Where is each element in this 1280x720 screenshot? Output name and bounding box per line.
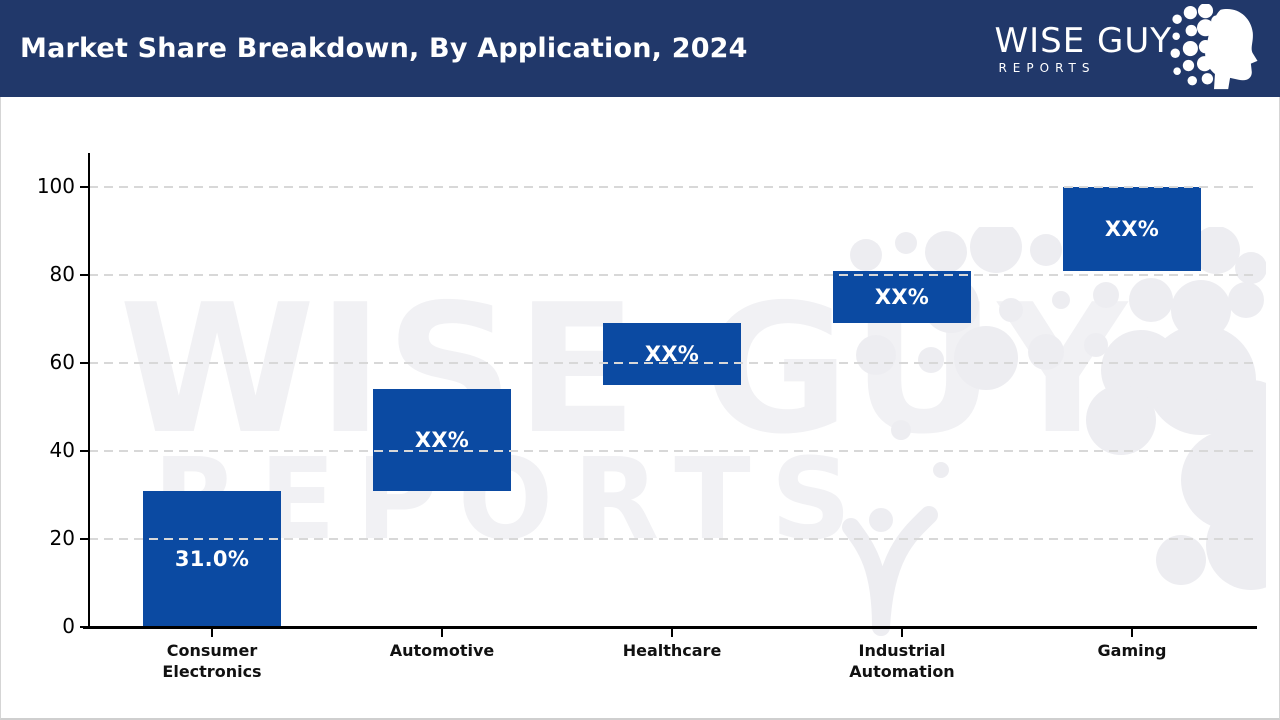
y-tick-40 (80, 450, 89, 452)
y-tick-20 (80, 538, 89, 540)
chart-title: Market Share Breakdown, By Application, … (20, 33, 748, 64)
y-tick-0 (80, 626, 89, 628)
header: Market Share Breakdown, By Application, … (0, 0, 1280, 97)
x-category-label-healthcare: Healthcare (622, 641, 722, 660)
y-tick-80 (80, 274, 89, 276)
y-tick-label-100: 100 (36, 174, 75, 198)
logo-subtitle: REPORTS (998, 60, 1096, 75)
gridline-60 (89, 362, 1257, 364)
bar-industrial-automation (833, 270, 971, 324)
x-category-label-automotive: Automotive (389, 641, 495, 660)
y-tick-label-80: 80 (49, 262, 75, 286)
axis-labels-layer: 0 20 40 60 80 100 Consumer Electronics Automotiv… (1, 97, 1280, 720)
y-axis-line (88, 153, 90, 629)
x-tick-industrial-automation (901, 629, 903, 637)
ticks-layer (1, 97, 1280, 720)
y-tick-label-60: 60 (49, 350, 75, 374)
y-tick-label-0: 0 (62, 614, 75, 638)
plot-area: WISE GUY REPORTS (0, 97, 1280, 720)
bar-consumer-electronics (143, 490, 281, 627)
x-tick-healthcare (671, 629, 673, 637)
bar-value-label-gaming: XX% (1104, 216, 1160, 241)
wise-guy-reports-logo: WISE GUY REPORTS (994, 3, 1266, 94)
dotted-head-icon (1170, 3, 1258, 89)
gridline-80 (89, 274, 1257, 276)
bar-gaming (1063, 187, 1201, 271)
y-tick-60 (80, 362, 89, 364)
x-category-label-gaming: Gaming (1097, 641, 1167, 660)
gridlines-layer (1, 97, 1280, 720)
logo-text: WISE GUY REPORTS (994, 24, 1172, 74)
gridline-40 (89, 450, 1257, 452)
gridline-100 (89, 186, 1257, 188)
logo-name: WISE GUY (994, 20, 1172, 61)
x-tick-gaming (1131, 629, 1133, 637)
y-tick-label-40: 40 (49, 438, 75, 462)
bar-value-label-consumer-electronics: 31.0% (174, 546, 250, 571)
x-tick-consumer-electronics (211, 629, 213, 637)
x-tick-automotive (441, 629, 443, 637)
bar-value-label-automotive: XX% (414, 427, 470, 452)
y-tick-label-20: 20 (49, 526, 75, 550)
bar-automotive (373, 389, 511, 491)
bar-value-label-healthcare: XX% (644, 342, 700, 367)
x-category-label-consumer-electronics: Consumer Electronics (162, 641, 262, 681)
y-tick-100 (80, 186, 89, 188)
bar-value-label-industrial-automation: XX% (874, 284, 930, 309)
bars-layer (1, 97, 1280, 720)
watermark-head-dots (842, 227, 1266, 636)
x-axis-line (83, 626, 1257, 629)
gridline-20 (89, 538, 1257, 540)
bar-labels-layer: 31.0% XX% XX% XX% XX% (1, 97, 1280, 720)
bar-healthcare (603, 323, 741, 385)
x-category-label-industrial-automation: Industrial Automation (849, 641, 955, 681)
